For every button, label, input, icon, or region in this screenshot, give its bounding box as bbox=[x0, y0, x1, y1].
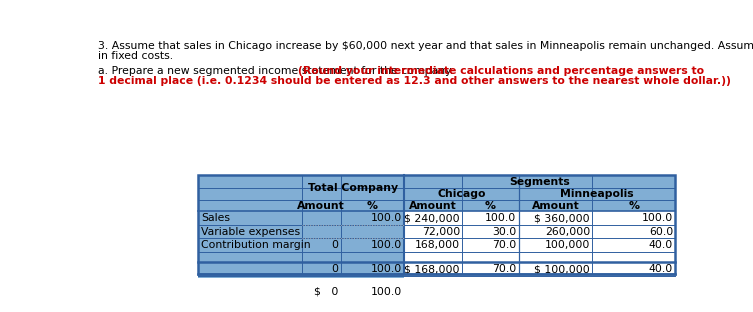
Bar bbox=[519, 286, 675, 297]
Bar bbox=[404, 276, 519, 286]
Bar bbox=[404, 225, 519, 238]
Text: $ 360,000: $ 360,000 bbox=[535, 213, 590, 223]
Text: 30.0: 30.0 bbox=[492, 227, 517, 237]
Text: (Round your intermediate calculations and percentage answers to: (Round your intermediate calculations an… bbox=[297, 66, 703, 76]
Bar bbox=[198, 286, 404, 297]
Text: 40.0: 40.0 bbox=[649, 240, 673, 250]
Text: %: % bbox=[629, 201, 639, 211]
Text: Amount: Amount bbox=[410, 201, 457, 211]
Text: Segments: Segments bbox=[509, 177, 570, 187]
Text: 0: 0 bbox=[331, 240, 338, 250]
Text: Amount: Amount bbox=[297, 201, 345, 211]
Text: Contribution margin: Contribution margin bbox=[201, 240, 311, 250]
Bar bbox=[404, 212, 519, 225]
Bar bbox=[519, 212, 675, 225]
Text: 100.0: 100.0 bbox=[370, 286, 402, 296]
Text: 168,000: 168,000 bbox=[415, 240, 460, 250]
Text: 60.0: 60.0 bbox=[649, 227, 673, 237]
Text: 70.0: 70.0 bbox=[492, 264, 517, 274]
Text: 70.0: 70.0 bbox=[492, 240, 517, 250]
Bar bbox=[198, 276, 404, 286]
Bar bbox=[519, 252, 675, 262]
Text: Minneapolis: Minneapolis bbox=[560, 189, 634, 199]
Text: 100.0: 100.0 bbox=[370, 213, 402, 223]
Bar bbox=[404, 286, 519, 297]
Bar bbox=[198, 252, 404, 262]
Bar bbox=[198, 225, 404, 238]
Text: 1 decimal place (i.e. 0.1234 should be entered as 12.3 and other answers to the : 1 decimal place (i.e. 0.1234 should be e… bbox=[98, 76, 731, 86]
Bar bbox=[404, 252, 519, 262]
Bar bbox=[198, 238, 404, 252]
Text: a. Prepare a new segmented income statement for the company.: a. Prepare a new segmented income statem… bbox=[98, 66, 457, 76]
Bar bbox=[198, 200, 675, 212]
Bar bbox=[519, 276, 675, 286]
Text: Variable expenses: Variable expenses bbox=[201, 227, 300, 237]
Bar bbox=[198, 188, 675, 200]
Text: Chicago: Chicago bbox=[437, 189, 486, 199]
Text: 260,000: 260,000 bbox=[545, 227, 590, 237]
Text: Amount: Amount bbox=[532, 201, 580, 211]
Text: Sales: Sales bbox=[201, 213, 230, 223]
Text: 3. Assume that sales in Chicago increase by $60,000 next year and that sales in : 3. Assume that sales in Chicago increase… bbox=[98, 41, 753, 51]
Text: 100.0: 100.0 bbox=[370, 240, 402, 250]
Bar bbox=[404, 262, 519, 276]
Bar bbox=[198, 175, 675, 188]
Text: Total Company: Total Company bbox=[308, 183, 398, 193]
Text: 100.0: 100.0 bbox=[370, 264, 402, 274]
Bar bbox=[519, 238, 675, 252]
Text: $   0: $ 0 bbox=[314, 286, 338, 296]
Text: $ 240,000: $ 240,000 bbox=[404, 213, 460, 223]
Bar bbox=[519, 225, 675, 238]
Bar bbox=[519, 262, 675, 276]
Text: 100,000: 100,000 bbox=[544, 240, 590, 250]
Text: 100.0: 100.0 bbox=[642, 213, 673, 223]
Text: %: % bbox=[485, 201, 496, 211]
Bar bbox=[198, 212, 404, 225]
Text: $ 168,000: $ 168,000 bbox=[404, 264, 460, 274]
Text: 40.0: 40.0 bbox=[649, 264, 673, 274]
Text: $ 100,000: $ 100,000 bbox=[535, 264, 590, 274]
Text: in fixed costs.: in fixed costs. bbox=[98, 51, 173, 61]
Bar bbox=[404, 238, 519, 252]
Text: 72,000: 72,000 bbox=[422, 227, 460, 237]
Bar bbox=[198, 262, 404, 276]
Bar bbox=[198, 175, 675, 274]
Text: 0: 0 bbox=[331, 264, 338, 274]
Text: %: % bbox=[367, 201, 378, 211]
Text: 100.0: 100.0 bbox=[485, 213, 517, 223]
